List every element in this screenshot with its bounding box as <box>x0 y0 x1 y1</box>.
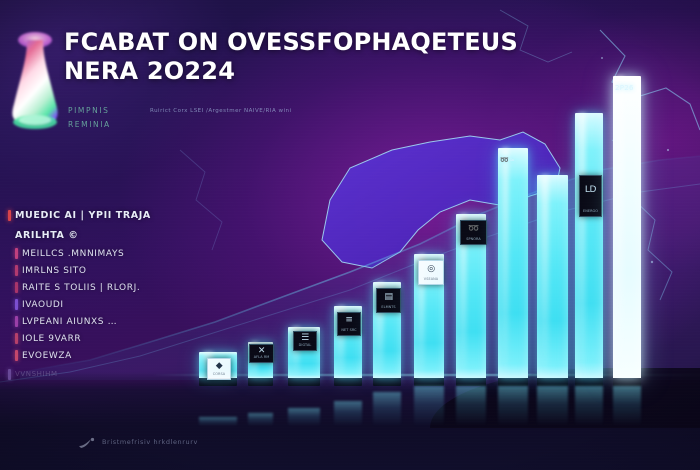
legend-item[interactable]: RAITE S TOLIIS | RLORJ. <box>8 279 178 296</box>
bar-sheen <box>540 175 549 378</box>
legend-color-swatch <box>15 265 18 276</box>
bar-value-label: 2P26 <box>615 84 634 92</box>
bar-6[interactable]: ◎ VSEANA <box>414 254 444 378</box>
badge-glyph-icon: LD <box>584 184 597 195</box>
badge-glyph-icon: ➿ <box>468 223 479 234</box>
badge-glyph-icon: ◆ <box>215 360 223 371</box>
badge-sublabel: DIGTAL <box>298 343 312 347</box>
legend-color-swatch <box>8 230 11 241</box>
badge-sublabel: VSEANA <box>423 277 439 281</box>
badge-sublabel: AFLA RM <box>253 355 270 359</box>
legend-item[interactable]: IVAOUDI <box>8 296 178 313</box>
badge-glyph-icon: ≡ <box>345 315 353 326</box>
legend-item-label: IVAOUDI <box>22 299 64 310</box>
subtitle-note: Ruirict Corx LSEI /Argestmer NAIVE/RIA w… <box>150 108 292 114</box>
legend-color-swatch <box>15 248 18 259</box>
bar-reflection <box>373 392 401 426</box>
badge-sublabel: ELMNTS <box>381 305 396 309</box>
legend-color-swatch <box>15 350 18 361</box>
legend-color-swatch <box>15 282 18 293</box>
title-line-1: FCABAT ON OVESSFOPHAQETEUS <box>64 28 518 56</box>
badge-glyph-icon: ☰ <box>301 333 309 344</box>
legend-color-swatch <box>15 316 18 327</box>
bar-badge[interactable]: ▤ ELMNTS <box>376 288 401 313</box>
legend-item-label: IOLE 9VARR <box>22 333 82 344</box>
bar-10[interactable]: LD ENERGO <box>575 113 603 378</box>
legend-item-label: LVPEANI AIUNXS … <box>22 316 118 327</box>
legend-item-label: MUEDIC AI | YPII TRAJA <box>15 209 151 221</box>
bar-sheen <box>501 148 510 378</box>
page-title: FCABAT ON OVESSFOPHAQETEUS NERA 2O224 <box>64 28 534 87</box>
legend-color-swatch <box>8 209 11 221</box>
bar-reflection <box>199 416 237 426</box>
bar-reflection <box>456 386 486 426</box>
badge-glyph-icon: ▤ <box>384 291 393 302</box>
bar-1[interactable]: ◆ CORSA <box>199 352 237 380</box>
bar-badge[interactable]: ➿ SPNORA <box>460 220 487 245</box>
legend-color-swatch <box>15 299 18 310</box>
legend-item[interactable]: IOLE 9VARR <box>8 330 178 347</box>
bar-reflection <box>248 413 273 426</box>
legend-item[interactable]: ARILHTA © <box>8 225 178 245</box>
bar-5[interactable]: ▤ ELMNTS <box>373 282 401 378</box>
bar-reflection <box>334 400 362 426</box>
bar-9[interactable] <box>537 175 568 378</box>
kicker-line-1: PIMPNIS <box>68 106 110 115</box>
bar-badge[interactable]: ◆ CORSA <box>207 358 231 380</box>
bar-reflection <box>288 408 320 426</box>
badge-sublabel: ENERGO <box>582 209 599 213</box>
legend-item-label: MEILLCS .MNNIMAYS <box>22 248 125 259</box>
bar-badge[interactable]: ✕ AFLA RM <box>249 344 274 363</box>
bar-reflection <box>498 386 528 426</box>
legend-item[interactable]: MEILLCS .MNNIMAYS <box>8 245 178 262</box>
title-kicker: PIMPNIS REMINIA <box>68 104 111 133</box>
brand-logo-icon <box>4 18 66 140</box>
legend-color-swatch <box>15 333 18 344</box>
bar-sheen <box>616 76 624 378</box>
bar-badge[interactable]: ◎ VSEANA <box>418 260 444 285</box>
legend-item[interactable]: LVPEANI AIUNXS … <box>8 313 178 330</box>
legend-list: MUEDIC AI | YPII TRAJA ARILHTA © MEILLCS .… <box>8 205 178 384</box>
badge-sublabel: SPNORA <box>466 237 481 241</box>
bar-2[interactable]: ✕ AFLA RM <box>248 342 274 378</box>
legend-item[interactable]: EVOEWZA <box>8 347 178 364</box>
legend-item-label: RAITE S TOLIIS | RLORJ. <box>22 282 141 293</box>
badge-sublabel: CORSA <box>212 372 226 376</box>
bar-sheen <box>578 113 586 378</box>
bar-badge[interactable]: ☰ DIGTAL <box>293 331 317 351</box>
legend-item-label: EVOEWZA <box>22 350 72 361</box>
bar-reflection <box>575 386 603 426</box>
badge-sublabel: NET SRC <box>341 328 357 332</box>
footer-text: Bristmefrisiv hrkdlenrurv <box>102 438 198 446</box>
bar-7[interactable]: ➿ SPNORA <box>456 214 487 378</box>
title-line-2: NERA 2O224 <box>64 57 236 86</box>
legend-item[interactable]: VVNSHIHM <box>8 364 178 384</box>
legend-item-label: VVNSHIHM <box>15 370 58 378</box>
bar-badge[interactable]: ≡ NET SRC <box>337 312 361 336</box>
footer-swoosh-icon <box>78 436 96 448</box>
legend-item[interactable]: IMRLNS SITO <box>8 262 178 279</box>
bar-4[interactable]: ≡ NET SRC <box>334 306 362 378</box>
kicker-line-2: REMINIA <box>68 120 111 130</box>
bar-3[interactable]: ☰ DIGTAL <box>288 327 320 378</box>
bar-reflection <box>613 386 641 426</box>
legend-item-label: IMRLNS SITO <box>22 265 87 276</box>
bar-reflection <box>537 386 568 426</box>
legend-color-swatch <box>8 368 11 380</box>
bar-badge[interactable]: LD ENERGO <box>579 175 602 217</box>
bar-reflection <box>414 386 444 426</box>
footer: Bristmefrisiv hrkdlenrurv <box>78 436 198 448</box>
bar-8[interactable] <box>498 148 528 378</box>
bar-value-label: ➿≈ <box>500 156 516 164</box>
bar-11[interactable] <box>613 76 641 378</box>
legend-item[interactable]: MUEDIC AI | YPII TRAJA <box>8 205 178 225</box>
legend-item-label: ARILHTA © <box>15 229 79 241</box>
badge-glyph-icon: ◎ <box>427 263 435 274</box>
